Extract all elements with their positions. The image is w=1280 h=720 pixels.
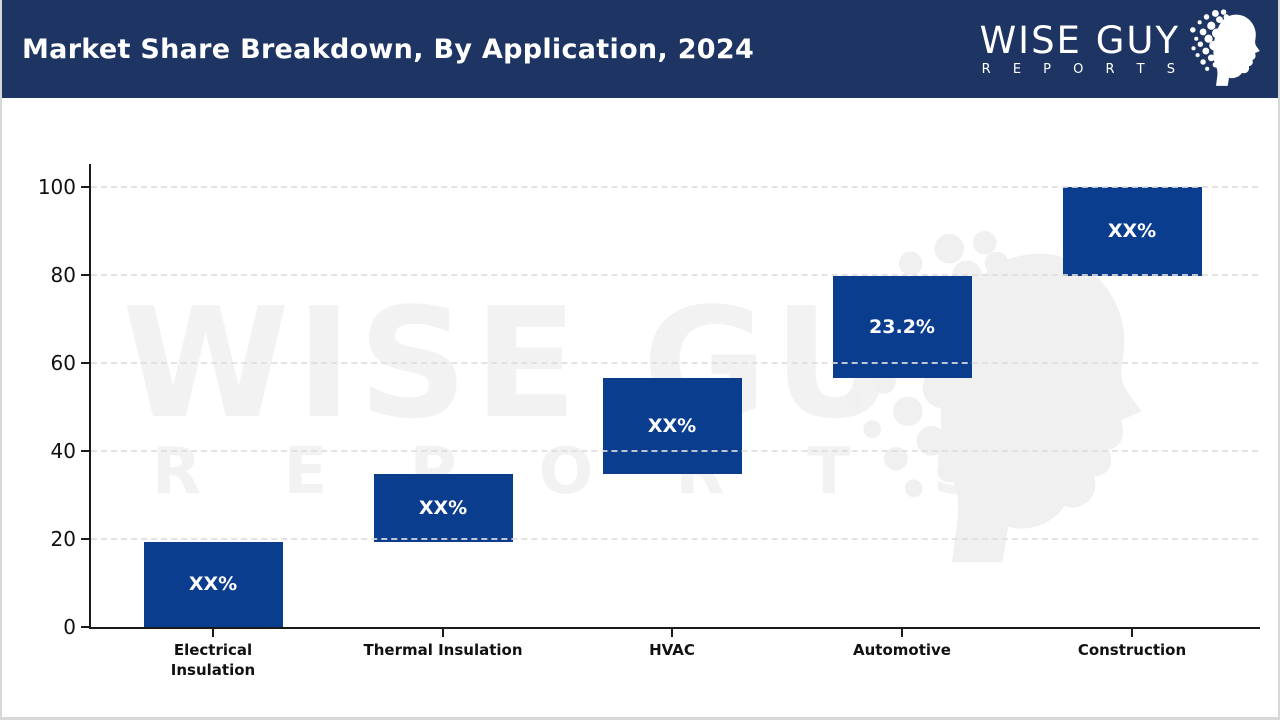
waterfall-bar-3: XX% [602,377,742,474]
waterfall-bar-1: XX% [143,541,283,627]
y-tick-label-0: 0 [63,615,76,639]
y-tick-40 [81,450,89,452]
waterfall-bar-2: XX% [373,473,513,542]
bar-value-label: XX% [1107,220,1157,243]
watermark-brand-name: WISE GUY [122,275,1019,452]
y-tick-80 [81,274,89,276]
y-tick-60 [81,362,89,364]
x-category-label: Automotive [853,641,951,659]
x-category-label: Electrical Insulation [170,641,256,680]
y-tick-label-40: 40 [50,439,76,463]
gridline-20 [91,538,1258,540]
x-axis-line [89,627,1260,629]
bar-value-label: 23.2% [869,315,935,338]
header: Market Share Breakdown, By Application, … [2,0,1278,98]
x-category-label: Thermal Insulation [363,641,523,659]
x-category-label: Construction [1077,641,1187,659]
x-tick-5 [1131,629,1133,637]
waterfall-bar-5: XX% [1062,187,1202,276]
gridline-100 [91,186,1258,188]
y-tick-label-60: 60 [50,351,76,375]
y-tick-label-100: 100 [37,175,76,199]
y-tick-100 [81,186,89,188]
brand-name: WISE GUY [979,18,1181,62]
y-tick-label-80: 80 [50,263,76,287]
chart-title: Market Share Breakdown, By Application, … [22,33,755,65]
x-tick-2 [442,629,444,637]
y-tick-0 [81,626,89,628]
y-tick-label-20: 20 [50,527,76,551]
bar-value-label: XX% [647,414,697,437]
x-tick-3 [671,629,673,637]
y-axis-line [89,164,91,629]
dotted-face-profile-icon [1190,9,1260,86]
gridline-80 [91,274,1258,276]
bar-value-label: XX% [418,496,468,519]
brand-logo: WISE GUY R E P O R T S [976,8,1278,90]
brand-logo-text: WISE GUY R E P O R T S [976,22,1184,77]
x-tick-1 [212,629,214,637]
x-category-label: HVAC [649,641,695,659]
brand-subtitle: R E P O R T S [981,61,1184,77]
y-tick-20 [81,538,89,540]
waterfall-bar-4: 23.2% [832,275,972,378]
gridline-40 [91,450,1258,452]
x-tick-4 [901,629,903,637]
bar-value-label: XX% [188,573,238,596]
gridline-60 [91,362,1258,364]
